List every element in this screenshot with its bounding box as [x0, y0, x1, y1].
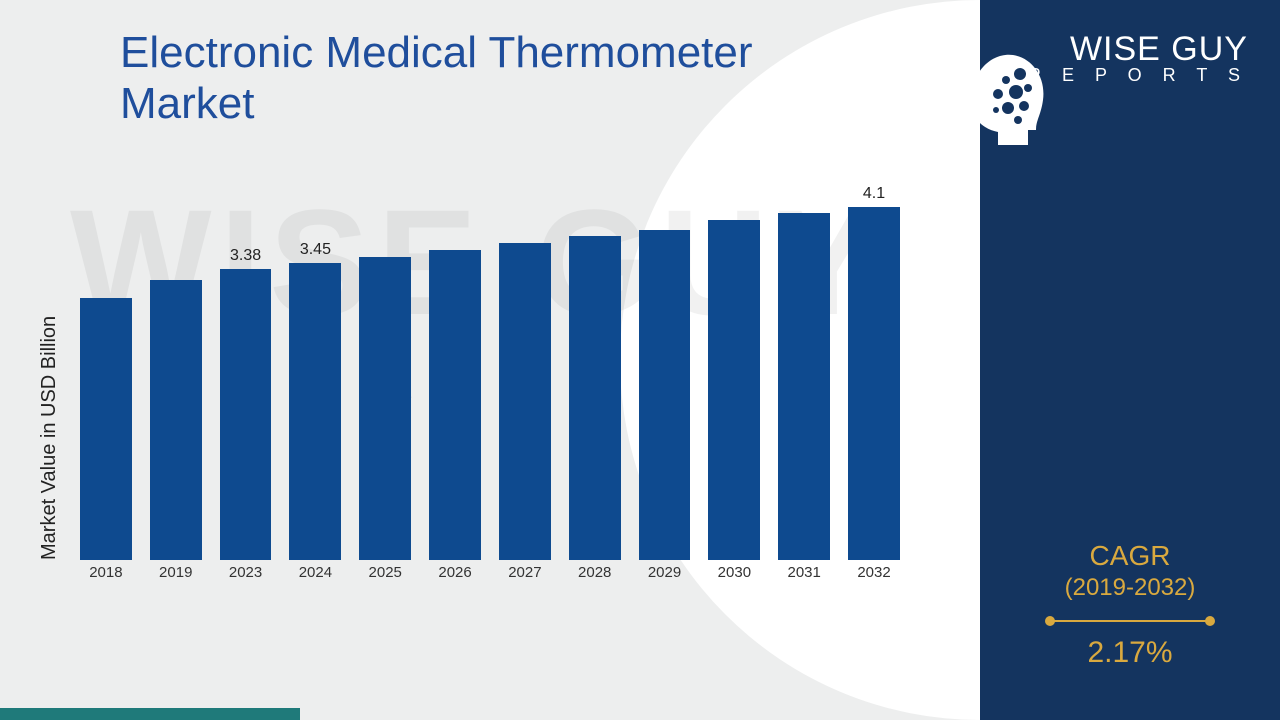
bar-2018: [80, 276, 132, 560]
bar-rect: [80, 298, 132, 560]
x-tick-label: 2026: [429, 564, 481, 590]
bottom-accent-strip: [0, 708, 300, 720]
x-tick-label: 2027: [499, 564, 551, 590]
bar-2028: [569, 214, 621, 560]
bar-chart: 3.38 3.45 4.1 2018 2019 2023 2024 2025 2026 2027…: [80, 170, 900, 590]
bar-rect: [289, 263, 341, 560]
bar-rect: [778, 213, 830, 560]
cagr-value: 2.17%: [1020, 636, 1240, 670]
x-tick-label: 2030: [708, 564, 760, 590]
x-tick-label: 2025: [359, 564, 411, 590]
y-axis-label: Market Value in USD Billion: [38, 316, 61, 560]
bar-2023: 3.38: [220, 247, 272, 560]
x-tick-label: 2032: [848, 564, 900, 590]
bar-2031: [778, 191, 830, 560]
x-tick-label: 2024: [289, 564, 341, 590]
cagr-divider: [1050, 620, 1210, 622]
bar-rect: [429, 250, 481, 560]
bar-2026: [429, 228, 481, 560]
x-tick-label: 2019: [150, 564, 202, 590]
bar-2029: [639, 208, 691, 560]
chart-title: Electronic Medical Thermometer Market: [120, 28, 880, 129]
x-tick-label: 2023: [220, 564, 272, 590]
bar-value-label: 3.38: [230, 247, 261, 265]
bar-2024: 3.45: [289, 241, 341, 560]
cagr-block: CAGR (2019-2032) 2.17%: [1020, 540, 1240, 670]
x-tick-label: 2031: [778, 564, 830, 590]
bar-2025: [359, 235, 411, 560]
bar-rect: [708, 220, 760, 560]
market-chart-page: WISE GUY REPORTS: [0, 0, 1280, 720]
bar-2019: [150, 258, 202, 560]
cagr-years: (2019-2032): [1020, 574, 1240, 602]
brand-name: WISE GUY: [1028, 30, 1248, 69]
x-tick-label: 2029: [639, 564, 691, 590]
bar-value-label: 4.1: [863, 185, 885, 203]
brand-subtitle: R E P O R T S: [1028, 65, 1248, 86]
bar-rect: [220, 269, 272, 560]
bar-rect: [848, 207, 900, 560]
brand-logo: WISE GUY R E P O R T S: [1028, 30, 1248, 86]
cagr-label: CAGR: [1020, 540, 1240, 572]
bar-2027: [499, 221, 551, 560]
bar-2030: [708, 198, 760, 560]
bar-rect: [150, 280, 202, 560]
bar-rect: [359, 257, 411, 560]
bar-rect: [499, 243, 551, 560]
bar-rect: [569, 236, 621, 560]
ai-head-icon: [958, 50, 1048, 150]
bar-2032: 4.1: [848, 185, 900, 560]
bar-rect: [639, 230, 691, 560]
x-tick-label: 2028: [569, 564, 621, 590]
x-tick-label: 2018: [80, 564, 132, 590]
bar-value-label: 3.45: [300, 241, 331, 259]
